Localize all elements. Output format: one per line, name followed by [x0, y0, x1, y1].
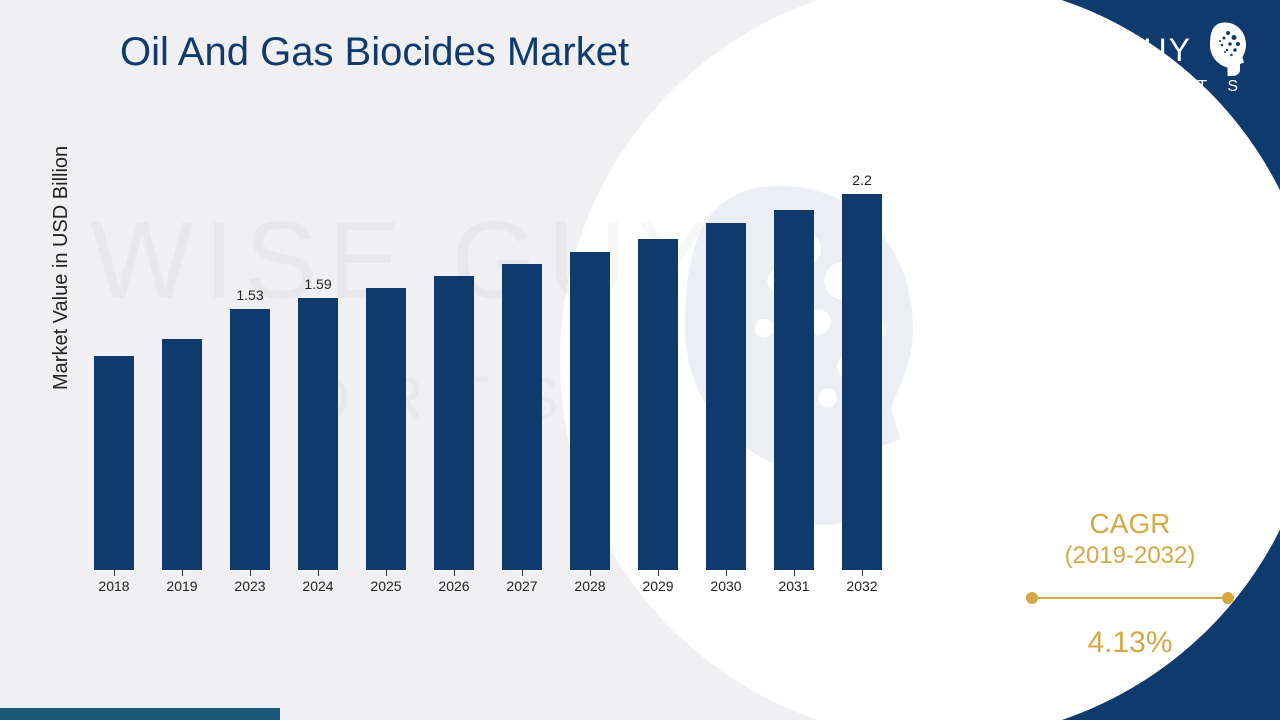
bar-value-label: 2.2 [842, 172, 882, 188]
x-tick-label: 2023 [234, 578, 265, 600]
x-tick-label: 2031 [778, 578, 809, 600]
report-infographic: WISE GUYREPORTS Oil And Gas Biocides Mar… [0, 0, 1280, 720]
cagr-box: CAGR (2019-2032) 4.13% [1020, 508, 1240, 660]
footer-accent [0, 708, 280, 720]
bar [570, 252, 610, 570]
bar-value-label: 1.53 [230, 287, 270, 303]
bar: 1.53 [230, 309, 270, 570]
plot-area: 1.53 1.59 2.2 [90, 160, 900, 570]
bar-chart: 1.53 1.59 2.2 2018 2019 2023 2024 2025 2026 2027… [80, 160, 900, 600]
x-axis: 2018 2019 2023 2024 2025 2026 2027 2028 2029 2030… [90, 570, 900, 600]
cagr-period: (2019-2032) [1020, 542, 1240, 570]
x-tick-label: 2028 [574, 578, 605, 600]
logo-subtext: R E P O R T S [1016, 78, 1250, 96]
cagr-value: 4.13% [1020, 626, 1240, 660]
x-tick-label: 2029 [642, 578, 673, 600]
bar: 1.59 [298, 298, 338, 570]
brand-logo: WISE GUY R E P O R T S [1016, 20, 1250, 96]
y-axis-label: Market Value in USD Billion [50, 146, 73, 390]
x-tick-label: 2018 [98, 578, 129, 600]
x-tick-label: 2024 [302, 578, 333, 600]
chart-title: Oil And Gas Biocides Market [120, 30, 629, 75]
cagr-title: CAGR [1020, 508, 1240, 540]
bar [366, 288, 406, 570]
logo-text: WISE GUY [1016, 32, 1192, 69]
x-tick-label: 2027 [506, 578, 537, 600]
cagr-divider [1020, 588, 1240, 608]
bar [94, 356, 134, 570]
logo-head-icon [1200, 20, 1250, 80]
bar [774, 210, 814, 570]
bar-value-label: 1.59 [298, 276, 338, 292]
x-tick-label: 2026 [438, 578, 469, 600]
x-tick-label: 2025 [370, 578, 401, 600]
bar [162, 339, 202, 570]
bar: 2.2 [842, 194, 882, 570]
bar [638, 239, 678, 570]
bar [706, 223, 746, 570]
x-tick-label: 2030 [710, 578, 741, 600]
x-tick-label: 2032 [846, 578, 877, 600]
bar [502, 264, 542, 570]
x-tick-label: 2019 [166, 578, 197, 600]
bar [434, 276, 474, 570]
